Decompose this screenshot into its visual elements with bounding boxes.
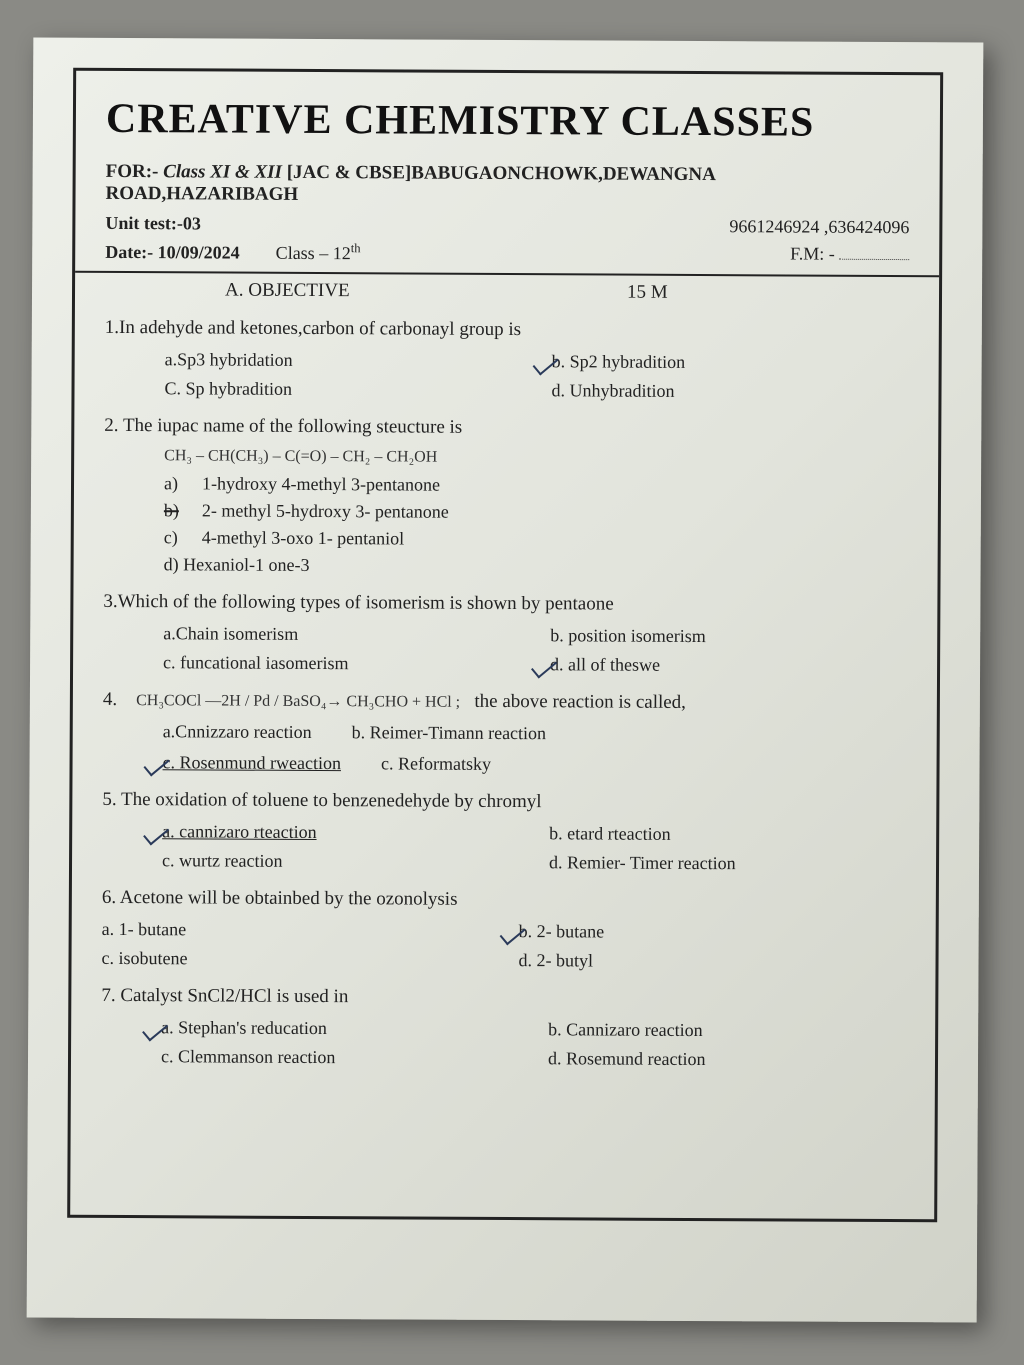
page-title: CREATIVE CHEMISTRY CLASSES <box>106 95 910 147</box>
q1-opt-a: a.Sp3 hybridation <box>165 349 522 372</box>
q7-opt-d: d. Rosemund reaction <box>548 1048 905 1071</box>
q5-opt-a: a. cannizaro rteaction <box>162 821 317 842</box>
section-marks: 15 M <box>627 282 668 304</box>
q5-text: 5. The oxidation of toluene to benzenede… <box>102 789 906 815</box>
q3-opt-d: d. all of theswe <box>550 654 660 675</box>
q4-opt-a: a.Cnnizzaro reaction <box>163 721 312 743</box>
q6-text: 6. Acetone will be obtainbed by the ozon… <box>102 887 906 913</box>
q4-opt-d: c. Reformatsky <box>381 753 491 775</box>
q6-options: a. 1- butane b. 2- butane c. isobutene d… <box>101 919 905 973</box>
q2-opt-d: d) Hexaniol-1 one-3 <box>164 554 908 579</box>
q7-opt-a: a. Stephan's reducation <box>161 1017 327 1038</box>
q6-opt-b: b. 2- butane <box>519 921 605 941</box>
fm-blank <box>839 259 909 260</box>
q3-options: a.Chain isomerism b. position isomerism … <box>163 623 907 677</box>
q6-opt-c: c. isobutene <box>101 948 488 971</box>
q1-options: a.Sp3 hybridation b. Sp2 hybradition C. … <box>164 349 908 403</box>
q4-opt-c: c. Rosenmund rweaction <box>163 752 342 773</box>
fm-label: F.M: - <box>790 243 835 263</box>
q1-text: 1.In adehyde and ketones,carbon of carbo… <box>105 317 909 343</box>
q7-text: 7. Catalyst SnCl2/HCl is used in <box>101 985 905 1011</box>
q2-formula: CH₃ – CH(CH₃) – C(=O) – CH₂ – CH₂OH <box>164 447 908 469</box>
paper-sheet: CREATIVE CHEMISTRY CLASSES FOR:- Class X… <box>27 38 984 1323</box>
q3-opt-a: a.Chain isomerism <box>163 623 520 646</box>
for-class: Class XI & XII <box>163 161 282 183</box>
q3-opt-b: b. position isomerism <box>550 625 907 648</box>
q7-options: a. Stephan's reducation b. Cannizaro rea… <box>161 1017 905 1071</box>
q2-lbl-a: a) <box>164 473 192 494</box>
q2-text: 2. The iupac name of the following steuc… <box>104 415 908 441</box>
q2-options: a) 1-hydroxy 4-methyl 3-pentanone b) 2- me… <box>164 473 909 579</box>
q4-options-row1: a.Cnnizzaro reaction b. Reimer-Timann re… <box>163 721 907 746</box>
q2-opt-a: 1-hydroxy 4-methyl 3-pentanone <box>202 473 440 495</box>
for-line: FOR:- Class XI & XII [JAC & CBSE]BABUGAO… <box>105 161 909 209</box>
content-frame: CREATIVE CHEMISTRY CLASSES FOR:- Class X… <box>67 68 943 1223</box>
meta-row-2: Date:- 10/09/2024 Class – 12th F.M: - <box>105 240 909 267</box>
section-header: A. OBJECTIVE 15 M <box>105 279 909 305</box>
q2-lbl-c: c) <box>164 527 192 548</box>
q2-lbl-b: b) <box>164 500 192 521</box>
q4-prefix: 4. <box>103 689 117 710</box>
q6-opt-a: a. 1- butane <box>102 919 489 942</box>
q3-text: 3.Which of the following types of isomer… <box>103 591 907 617</box>
q7-opt-c: c. Clemmanson reaction <box>161 1046 518 1069</box>
unit-test-label: Unit test:-03 <box>105 213 201 234</box>
q1-opt-c: C. Sp hybradition <box>164 378 521 401</box>
meta-row-1: Unit test:-03 9661246924 ,636424096 <box>105 213 909 238</box>
q5-opt-d: d. Remier- Timer reaction <box>549 852 906 875</box>
section-label: A. OBJECTIVE <box>105 279 627 304</box>
date-label: Date:- 10/09/2024 <box>105 242 240 263</box>
q5-options: a. cannizaro rteaction b. etard rteactio… <box>162 821 906 875</box>
q2-opt-c: 4-methyl 3-oxo 1- pentaniol <box>202 527 405 549</box>
q4-opt-b: b. Reimer-Timann reaction <box>352 722 547 744</box>
q2-opt-b: 2- methyl 5-hydroxy 3- pentanone <box>202 500 449 522</box>
q6-opt-d: d. 2- butyl <box>518 950 905 973</box>
q1-opt-d: d. Unhybradition <box>551 380 908 403</box>
divider <box>75 271 939 278</box>
q1-opt-b: b. Sp2 hybradition <box>552 351 686 372</box>
q5-opt-b: b. etard rteaction <box>549 823 906 846</box>
q4-tail: the above reaction is called, <box>474 691 686 713</box>
q4-options-row2: c. Rosenmund rweaction c. Reformatsky <box>163 752 907 777</box>
class-label: Class – 12 <box>276 243 351 263</box>
q4-formula: CH₃COCl —2H / Pd / BaSO₄→ CH₃CHO + HCl ; <box>136 692 460 711</box>
phone-numbers: 9661246924 ,636424096 <box>729 216 909 238</box>
q5-opt-c: c. wurtz reaction <box>162 850 519 873</box>
q4-row: 4. CH₃COCl —2H / Pd / BaSO₄→ CH₃CHO + HC… <box>103 689 907 715</box>
q7-opt-b: b. Cannizaro reaction <box>548 1019 905 1042</box>
class-sup: th <box>351 241 361 255</box>
for-prefix: FOR:- <box>106 161 159 182</box>
q3-opt-c: c. funcational iasomerism <box>163 652 520 675</box>
